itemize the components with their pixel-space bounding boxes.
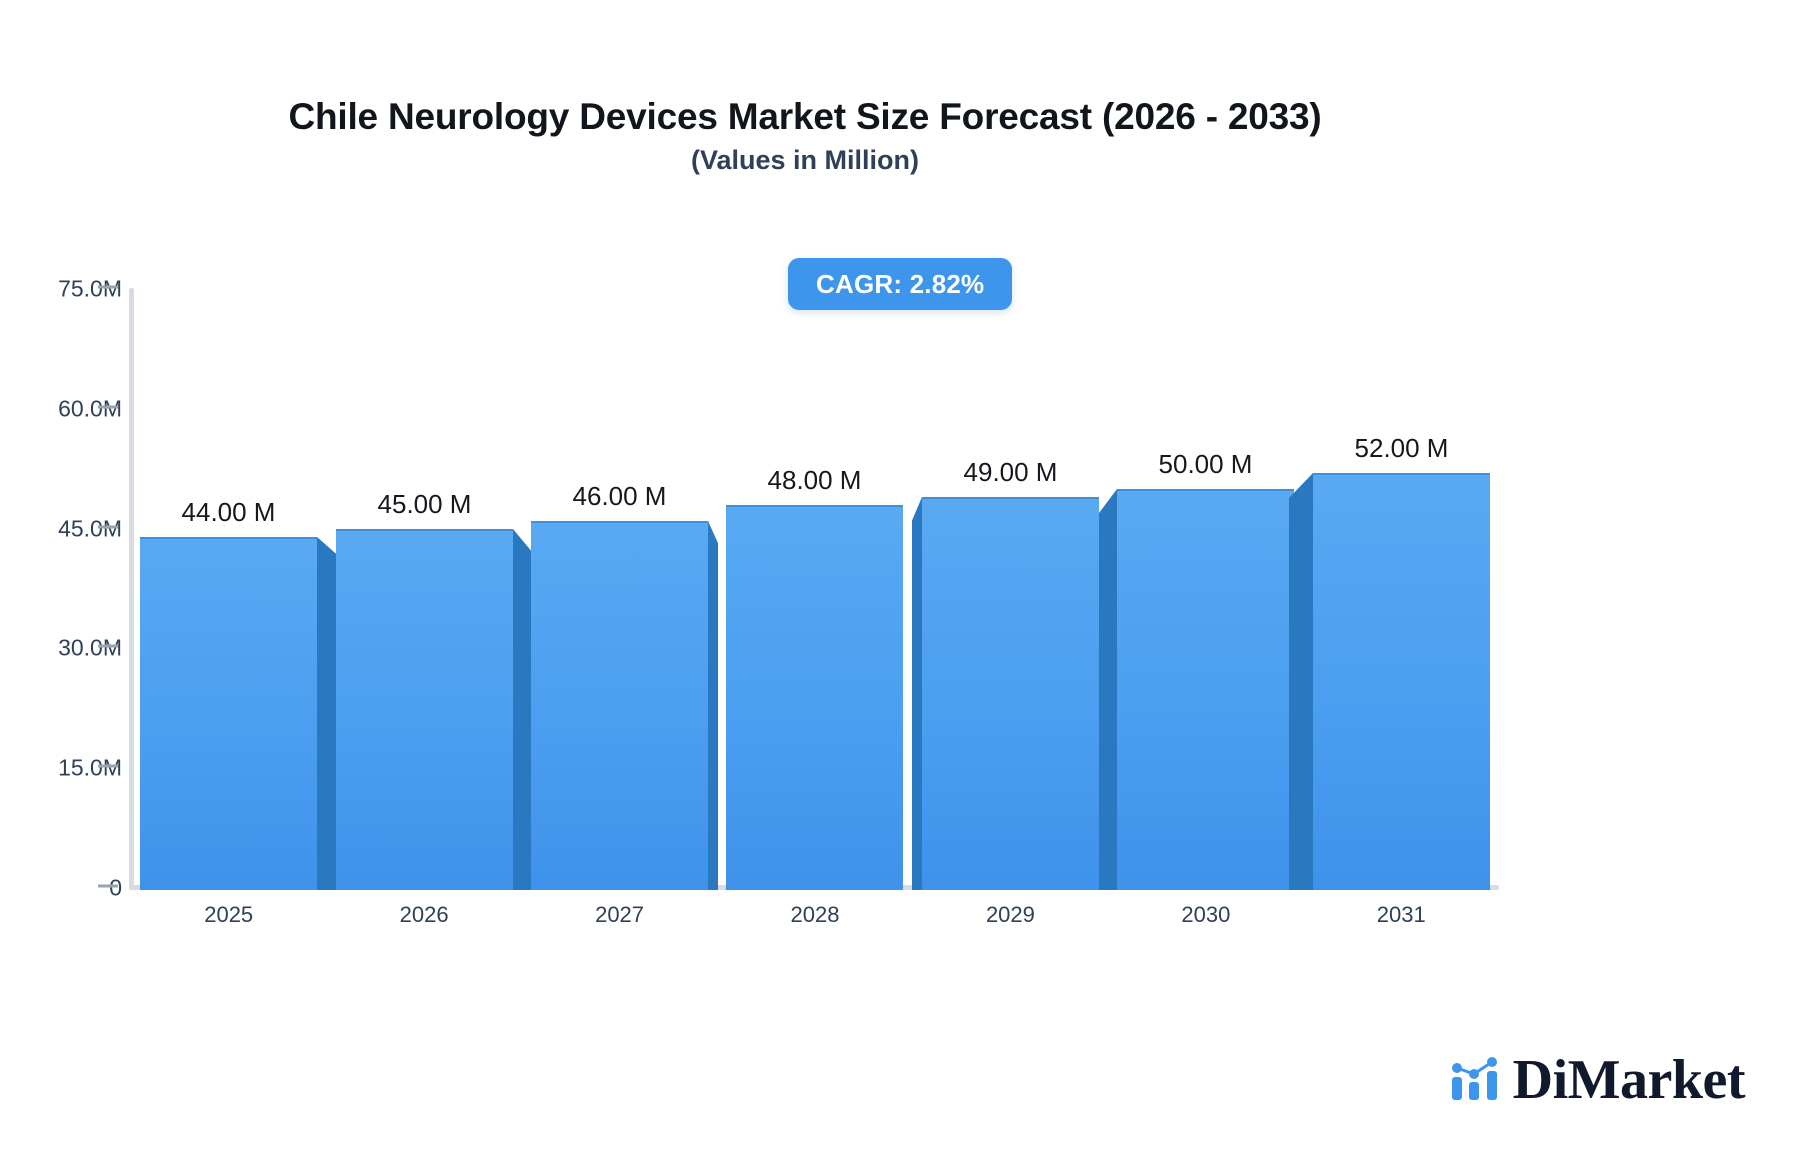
bar-2029[interactable]: 49.00 M <box>912 457 1099 890</box>
bar-value-label: 50.00 M <box>1158 449 1253 479</box>
bar-face <box>1117 489 1294 890</box>
y-axis-tick-label: 45.0M <box>58 515 122 542</box>
dimarket-logo: DiMarket <box>1451 1049 1746 1111</box>
cagr-badge: CAGR: 2.82% <box>788 258 1013 310</box>
bar-2027[interactable]: 46.00 M <box>531 481 718 890</box>
y-axis-line <box>129 288 134 890</box>
x-axis-label-2029: 2029 <box>985 902 1035 927</box>
logo-wordmark: DiMarket <box>1512 1049 1746 1111</box>
x-axis-label-2025: 2025 <box>204 902 254 927</box>
bar-2028[interactable]: 48.00 M <box>726 465 903 890</box>
bar-face <box>1313 473 1490 890</box>
bar-value-label: 49.00 M <box>963 457 1058 487</box>
x-axis-label-2028: 2028 <box>790 902 840 927</box>
y-axis-tick-mark <box>98 405 118 409</box>
y-axis-tick-mark <box>98 525 118 529</box>
y-axis-tick-label: 75.0M <box>58 275 122 302</box>
bar-2030[interactable]: 50.00 M <box>1099 449 1294 890</box>
bar-face <box>336 529 513 890</box>
x-axis-label-2031: 2031 <box>1376 902 1426 927</box>
bar-face <box>531 521 708 890</box>
bar-chart-dots-icon <box>1451 1055 1499 1106</box>
bar-side-face <box>1099 489 1117 890</box>
bar-side-face <box>912 497 922 890</box>
bar-side-face <box>708 521 718 890</box>
bar-2025[interactable]: 44.00 M <box>140 497 341 890</box>
bar-side-face <box>513 529 531 890</box>
bar-2026[interactable]: 45.00 M <box>336 489 531 890</box>
x-axis-label-2027: 2027 <box>595 902 645 927</box>
y-axis-tick-mark <box>98 764 118 768</box>
bar-side-face <box>1289 473 1313 890</box>
bar-value-label: 48.00 M <box>767 465 862 495</box>
bar-face <box>922 497 1099 890</box>
bar-2031[interactable]: 52.00 M <box>1289 433 1490 890</box>
y-axis-tick-label: 30.0M <box>58 634 122 661</box>
bar-value-label: 46.00 M <box>572 481 667 511</box>
x-axis-label-2030: 2030 <box>1181 902 1231 927</box>
bar-value-label: 52.00 M <box>1354 433 1449 463</box>
bar-face <box>140 537 317 890</box>
bar-face <box>726 505 903 890</box>
y-axis-tick-label: 60.0M <box>58 395 122 422</box>
page-title: Chile Neurology Devices Market Size Fore… <box>288 96 1322 137</box>
y-axis-tick-mark <box>98 884 118 888</box>
chart-subtitle: (Values in Million) <box>690 145 920 175</box>
y-axis-tick-mark <box>98 285 118 289</box>
y-axis-tick-label: 15.0M <box>58 754 122 781</box>
y-axis-tick-mark <box>98 644 118 648</box>
bar-value-label: 44.00 M <box>181 497 276 527</box>
y-axis-tick-label: 0 <box>109 874 122 901</box>
bar-value-label: 45.00 M <box>377 489 472 519</box>
x-axis-label-2026: 2026 <box>399 902 449 927</box>
